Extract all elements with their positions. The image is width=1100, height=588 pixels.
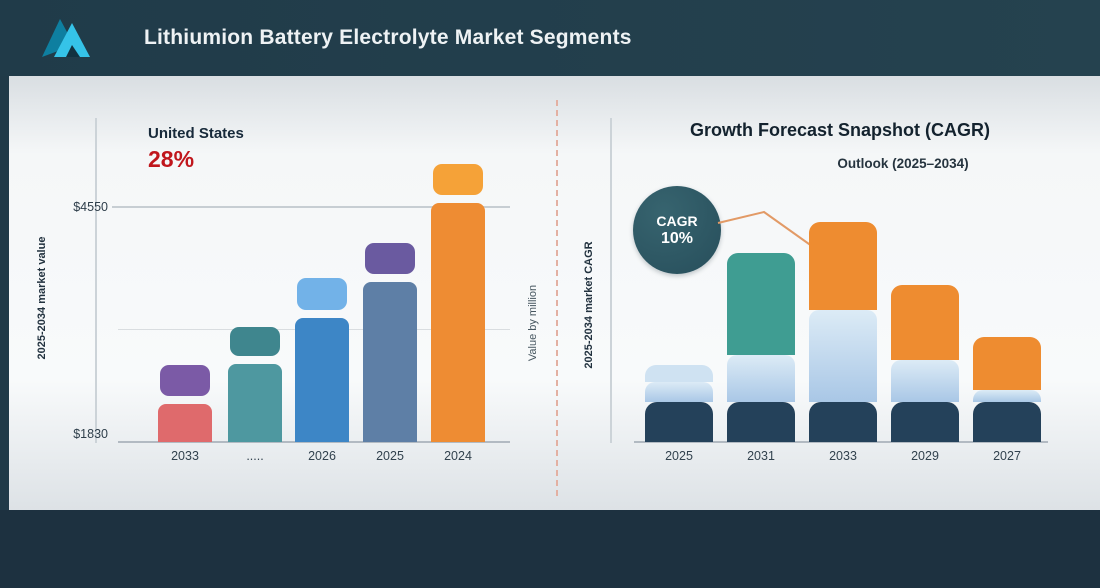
right-chart-bars: 2025 2031 2033 2029 2027 xyxy=(632,150,1052,463)
right-bar-segment-top xyxy=(809,222,877,310)
right-bar-segment-mid xyxy=(973,390,1041,402)
right-bar-2031 xyxy=(727,253,795,442)
right-x-label: 2025 xyxy=(665,449,693,463)
page-title: Lithiumion Battery Electrolyte Market Se… xyxy=(144,26,632,49)
right-bar-segment-top xyxy=(645,365,713,382)
left-x-label: ..... xyxy=(246,449,264,463)
left-bar-cap xyxy=(160,365,210,396)
header: Lithiumion Battery Electrolyte Market Se… xyxy=(0,0,1100,76)
right-y-axis-line xyxy=(610,118,612,443)
cagr-badge-label: CAGR xyxy=(656,212,698,229)
right-bar-segment-top xyxy=(891,285,959,360)
panel-divider xyxy=(556,100,558,496)
left-bar-cap xyxy=(365,243,415,274)
right-bar-segment-base xyxy=(973,402,1041,442)
gridline-4550 xyxy=(112,206,510,208)
left-x-axis-line xyxy=(118,441,510,443)
right-chart-subtitle: Outlook (2025–2034) xyxy=(837,156,969,171)
left-tick-top: $4550 xyxy=(73,200,108,214)
right-bar-segment-top xyxy=(973,337,1041,390)
left-bar-cap xyxy=(433,164,483,195)
right-x-label: 2031 xyxy=(747,449,775,463)
right-x-axis-line xyxy=(634,441,1048,443)
right-bar-segment-mid xyxy=(809,310,877,402)
left-bar-2024 xyxy=(431,203,485,442)
cagr-badge-value: 10% xyxy=(660,229,694,247)
right-bar-segment-top xyxy=(727,253,795,355)
left-annotation-percent: 28% xyxy=(148,146,195,172)
left-x-label: 2024 xyxy=(444,449,472,463)
left-bar-2026 xyxy=(295,318,349,442)
footer: @ All Market Analysis Snapshot GlobalLit… xyxy=(0,510,1100,588)
right-chart-title: Growth Forecast Snapshot (CAGR) xyxy=(689,120,990,140)
right-bar-2025 xyxy=(645,365,713,442)
left-bar-2025 xyxy=(363,282,417,442)
right-bar-segment-base xyxy=(891,402,959,442)
right-bar-segment-mid xyxy=(645,382,713,402)
cagr-badge: CAGR 10% xyxy=(633,186,721,274)
right-bar-segment-mid xyxy=(891,360,959,402)
left-y-axis-label: 2025-2034 market value xyxy=(36,236,48,360)
right-bar-2029 xyxy=(891,285,959,442)
right-x-label: 2027 xyxy=(993,449,1021,463)
right-y-axis-label: 2025-2034 market CAGR xyxy=(583,241,595,369)
left-x-label: 2033 xyxy=(171,449,199,463)
badge-connector-line xyxy=(716,203,826,260)
right-bar-2027 xyxy=(973,337,1041,442)
left-annotation-country: United States xyxy=(148,125,244,142)
left-secondary-axis-label: Value by million xyxy=(527,284,539,362)
right-bar-segment-mid xyxy=(727,355,795,402)
right-x-label: 2033 xyxy=(829,449,857,463)
left-bar-2033 xyxy=(158,404,212,442)
left-bar-..... xyxy=(228,364,282,442)
right-bar-segment-base xyxy=(809,402,877,442)
left-y-axis-line xyxy=(95,118,97,443)
left-x-label: 2025 xyxy=(376,449,404,463)
ama-logo-icon xyxy=(36,15,96,66)
right-x-label: 2029 xyxy=(911,449,939,463)
left-x-label: 2026 xyxy=(308,449,336,463)
left-bar-cap xyxy=(297,278,347,310)
right-bar-2033 xyxy=(809,222,877,442)
left-bar-cap xyxy=(230,327,280,356)
right-bar-segment-base xyxy=(727,402,795,442)
right-bar-segment-base xyxy=(645,402,713,442)
left-edge-strip xyxy=(0,76,9,510)
left-tick-bottom: $1830 xyxy=(73,427,108,441)
left-chart-bars: 2033..... 2026 2025 2024 xyxy=(118,120,510,463)
